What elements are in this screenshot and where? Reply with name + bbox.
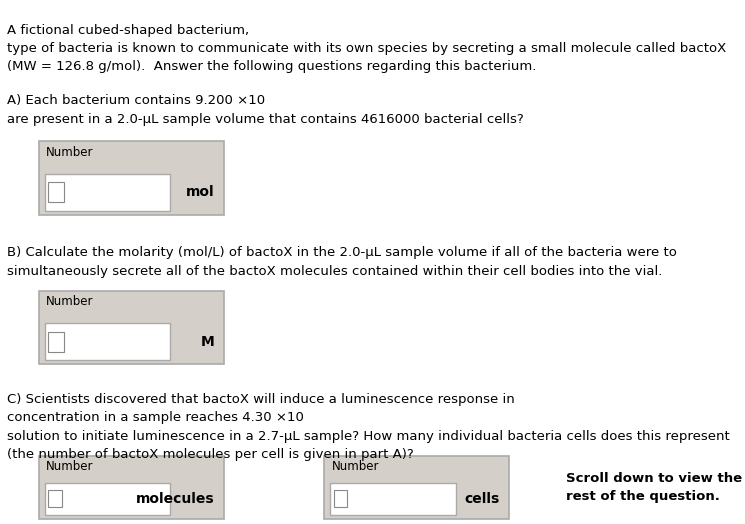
Text: C) Scientists discovered that bactoX will induce a luminescence response in: C) Scientists discovered that bactoX wil…: [7, 393, 519, 406]
Bar: [39, 141, 224, 215]
Text: Scroll down to view the: Scroll down to view the: [566, 472, 742, 485]
Bar: [45, 483, 171, 515]
Text: are present in a 2.0-μL sample volume that contains 4616000 bacterial cells?: are present in a 2.0-μL sample volume th…: [7, 113, 524, 126]
Bar: [48, 490, 62, 507]
Bar: [39, 456, 224, 519]
Text: simultaneously secrete all of the bactoX molecules contained within their cell b: simultaneously secrete all of the bactoX…: [7, 265, 663, 278]
Text: rest of the question.: rest of the question.: [566, 490, 720, 503]
Text: cells: cells: [465, 492, 500, 506]
Bar: [330, 483, 456, 515]
Bar: [48, 332, 64, 352]
Text: Number: Number: [46, 295, 94, 308]
Text: Number: Number: [332, 460, 379, 473]
Text: solution to initiate luminescence in a 2.7-μL sample? How many individual bacter: solution to initiate luminescence in a 2…: [7, 430, 730, 443]
Text: molecules: molecules: [136, 492, 215, 506]
Text: (the number of bactoX molecules per cell is given in part A)?: (the number of bactoX molecules per cell…: [7, 448, 414, 461]
Text: Number: Number: [46, 146, 94, 159]
Text: concentration in a sample reaches 4.30 ×10: concentration in a sample reaches 4.30 ×…: [7, 411, 304, 424]
Text: A) Each bacterium contains 9.200 ×10: A) Each bacterium contains 9.200 ×10: [7, 94, 265, 107]
Text: type of bacteria is known to communicate with its own species by secreting a sma: type of bacteria is known to communicate…: [7, 42, 726, 55]
Bar: [45, 323, 171, 360]
Bar: [324, 456, 509, 519]
Bar: [334, 490, 347, 507]
Text: M: M: [201, 335, 215, 348]
Text: mol: mol: [186, 185, 215, 199]
Text: B) Calculate the molarity (mol/L) of bactoX in the 2.0-μL sample volume if all o: B) Calculate the molarity (mol/L) of bac…: [7, 246, 677, 259]
Bar: [48, 182, 64, 202]
Text: A fictional cubed-shaped bacterium,: A fictional cubed-shaped bacterium,: [7, 24, 254, 37]
Text: (MW = 126.8 g/mol).  Answer the following questions regarding this bacterium.: (MW = 126.8 g/mol). Answer the following…: [7, 60, 537, 73]
Text: Number: Number: [46, 460, 94, 473]
Bar: [39, 291, 224, 364]
Bar: [45, 174, 171, 211]
